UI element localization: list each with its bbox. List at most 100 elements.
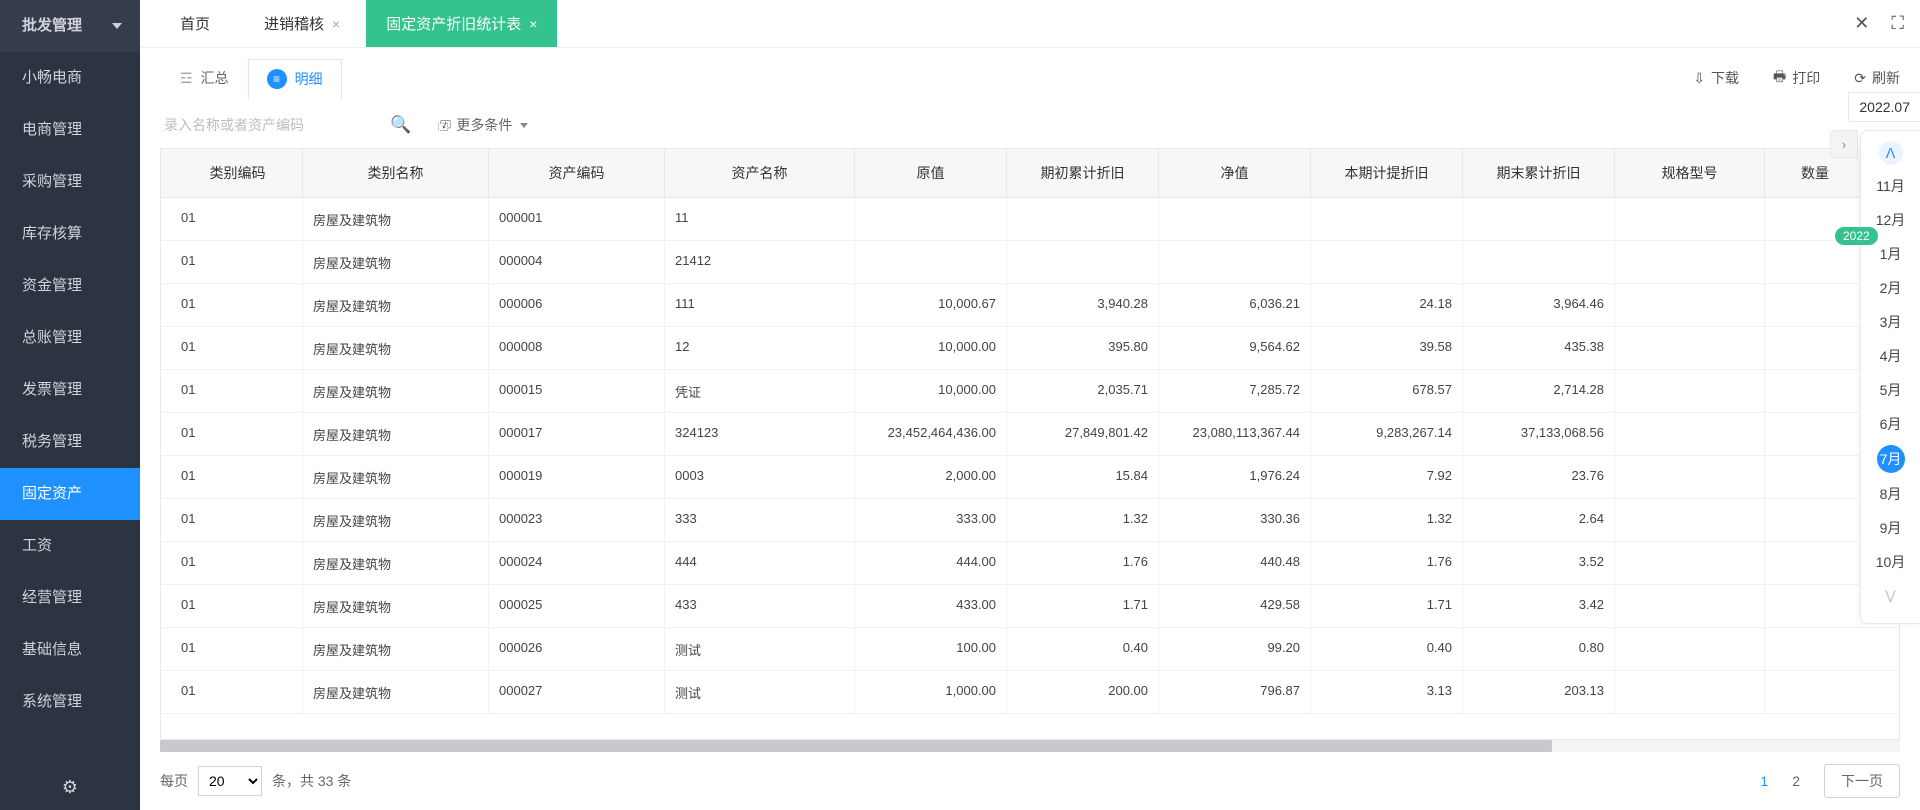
table-cell: 000024 [489,542,665,584]
sidebar-item-11[interactable]: 经营管理 [0,572,140,624]
table-cell [1311,198,1463,240]
sidebar-item-1[interactable]: 小畅电商 [0,52,140,104]
month-11月[interactable]: 11月 [1874,173,1908,199]
table-row[interactable]: 01房屋及建筑物00001732412323,452,464,436.0027,… [161,413,1899,456]
next-page-button[interactable]: 下一页 [1824,764,1900,798]
close-icon[interactable]: × [529,16,537,32]
sidebar-item-6[interactable]: 总账管理 [0,312,140,364]
month-7月[interactable]: 7月 [1877,445,1905,473]
sidebar-item-9[interactable]: 固定资产 [0,468,140,520]
sidebar-item-10[interactable]: 工资 [0,520,140,572]
table-cell: 444 [665,542,855,584]
column-header[interactable]: 本期计提折旧 [1311,149,1463,197]
column-header[interactable]: 资产编码 [489,149,665,197]
download-button[interactable]: ⇩ 下载 [1693,66,1739,90]
column-header[interactable]: 净值 [1159,149,1311,197]
sidebar-item-3[interactable]: 采购管理 [0,156,140,208]
search-icon[interactable]: 🔍 [390,115,411,135]
sidebar-item-13[interactable]: 系统管理 [0,676,140,728]
month-9月[interactable]: 9月 [1874,515,1908,541]
table-row[interactable]: 01房屋及建筑物00001900032,000.0015.841,976.247… [161,456,1899,499]
sidebar-item-0[interactable]: 批发管理 [0,0,140,52]
month-3月[interactable]: 3月 [1874,309,1908,335]
page-2[interactable]: 2 [1792,773,1800,789]
table-row[interactable]: 01房屋及建筑物000024444444.001.76440.481.763.5… [161,542,1899,585]
tab-depreciation-report[interactable]: 固定资产折旧统计表 × [366,0,557,47]
table-row[interactable]: 01房屋及建筑物000027测试1,000.00200.00796.873.13… [161,671,1899,714]
sidebar-item-7[interactable]: 发票管理 [0,364,140,416]
sidebar-item-12[interactable]: 基础信息 [0,624,140,676]
table-cell: 房屋及建筑物 [303,241,489,283]
refresh-label: 刷新 [1872,68,1900,88]
data-table: 类别编码类别名称资产编码资产名称原值期初累计折旧净值本期计提折旧期末累计折旧规格… [160,148,1900,740]
month-4月[interactable]: 4月 [1874,343,1908,369]
filter-more[interactable]: ⎘ 更多条件 [439,115,528,135]
detail-icon: ≡ [267,69,287,89]
per-page-select[interactable]: 20 [198,766,262,796]
table-cell [1615,370,1765,412]
sidebar-settings[interactable]: ⚙ [0,764,140,810]
print-button[interactable]: 🖶 打印 [1773,66,1820,90]
month-12月[interactable]: 12月 [1874,207,1908,233]
table-row[interactable]: 01房屋及建筑物0000081210,000.00395.809,564.623… [161,327,1899,370]
month-10月[interactable]: 10月 [1874,549,1908,575]
sidebar-item-label: 发票管理 [22,381,82,398]
period-collapse-toggle[interactable]: › [1830,130,1858,158]
table-cell: 000026 [489,628,665,670]
table-cell [1765,284,1865,326]
column-header[interactable]: 类别编码 [161,149,303,197]
table-row[interactable]: 01房屋及建筑物000015凭证10,000.002,035.717,285.7… [161,370,1899,413]
column-header[interactable]: 资产名称 [665,149,855,197]
sidebar-item-8[interactable]: 税务管理 [0,416,140,468]
table-row[interactable]: 01房屋及建筑物000026测试100.000.4099.200.400.80 [161,628,1899,671]
month-2月[interactable]: 2月 [1874,275,1908,301]
fullscreen-icon[interactable]: ⛶ [1891,13,1904,34]
rail-scroll-down[interactable]: ᐯ [1885,587,1896,607]
main-pane: 首页 进销稽核 × 固定资产折旧统计表 × ✕ ⛶ ☲ 汇总 [140,0,1920,810]
column-header[interactable]: 原值 [855,149,1007,197]
close-icon[interactable]: × [332,16,340,32]
current-period-chip[interactable]: 2022.07 [1848,92,1920,122]
refresh-button[interactable]: ⟳ 刷新 [1854,66,1900,90]
tab-home[interactable]: 首页 [152,0,238,47]
sidebar-item-5[interactable]: 资金管理 [0,260,140,312]
month-6月[interactable]: 6月 [1874,411,1908,437]
sub-toolbar: ☲ 汇总 ≡ 明细 ⇩ 下载 🖶 打印 ⟳ 刷 [140,48,1920,108]
table-cell: 9,283,267.14 [1311,413,1463,455]
filter-icon: ⎘ [436,119,453,130]
tab-home-label: 首页 [180,13,210,34]
column-header[interactable]: 规格型号 [1615,149,1765,197]
column-header[interactable]: 期末累计折旧 [1463,149,1615,197]
horizontal-scrollbar[interactable] [160,740,1900,752]
sidebar-item-4[interactable]: 库存核算 [0,208,140,260]
table-row[interactable]: 01房屋及建筑物00000111 [161,198,1899,241]
table-cell: 房屋及建筑物 [303,628,489,670]
search-input[interactable] [160,111,380,139]
month-5月[interactable]: 5月 [1874,377,1908,403]
table-cell: 000006 [489,284,665,326]
table-row[interactable]: 01房屋及建筑物00000611110,000.673,940.286,036.… [161,284,1899,327]
table-cell: 1,976.24 [1159,456,1311,498]
page-1[interactable]: 1 [1760,773,1768,789]
column-header[interactable]: 类别名称 [303,149,489,197]
table-cell: 测试 [665,628,855,670]
table-row[interactable]: 01房屋及建筑物00000421412 [161,241,1899,284]
column-header[interactable]: 期初累计折旧 [1007,149,1159,197]
table-cell: 000019 [489,456,665,498]
scrollbar-thumb[interactable] [160,740,1552,752]
subtab-summary[interactable]: ☲ 汇总 [161,58,248,98]
table-row[interactable]: 01房屋及建筑物000023333333.001.32330.361.322.6… [161,499,1899,542]
tab-audit[interactable]: 进销稽核 × [238,0,366,47]
month-1月[interactable]: 1月 [1874,241,1908,267]
summary-icon: ☲ [180,70,193,87]
rail-scroll-up[interactable]: ᐱ [1879,141,1903,165]
per-page-unit: 条 [272,771,286,791]
table-cell: 2.64 [1463,499,1615,541]
sidebar-item-2[interactable]: 电商管理 [0,104,140,156]
total-suffix: 条 [337,771,351,791]
table-cell: 01 [161,413,303,455]
close-page-icon[interactable]: ✕ [1854,13,1869,34]
table-row[interactable]: 01房屋及建筑物000025433433.001.71429.581.713.4… [161,585,1899,628]
month-8月[interactable]: 8月 [1874,481,1908,507]
subtab-detail[interactable]: ≡ 明细 [248,59,342,99]
